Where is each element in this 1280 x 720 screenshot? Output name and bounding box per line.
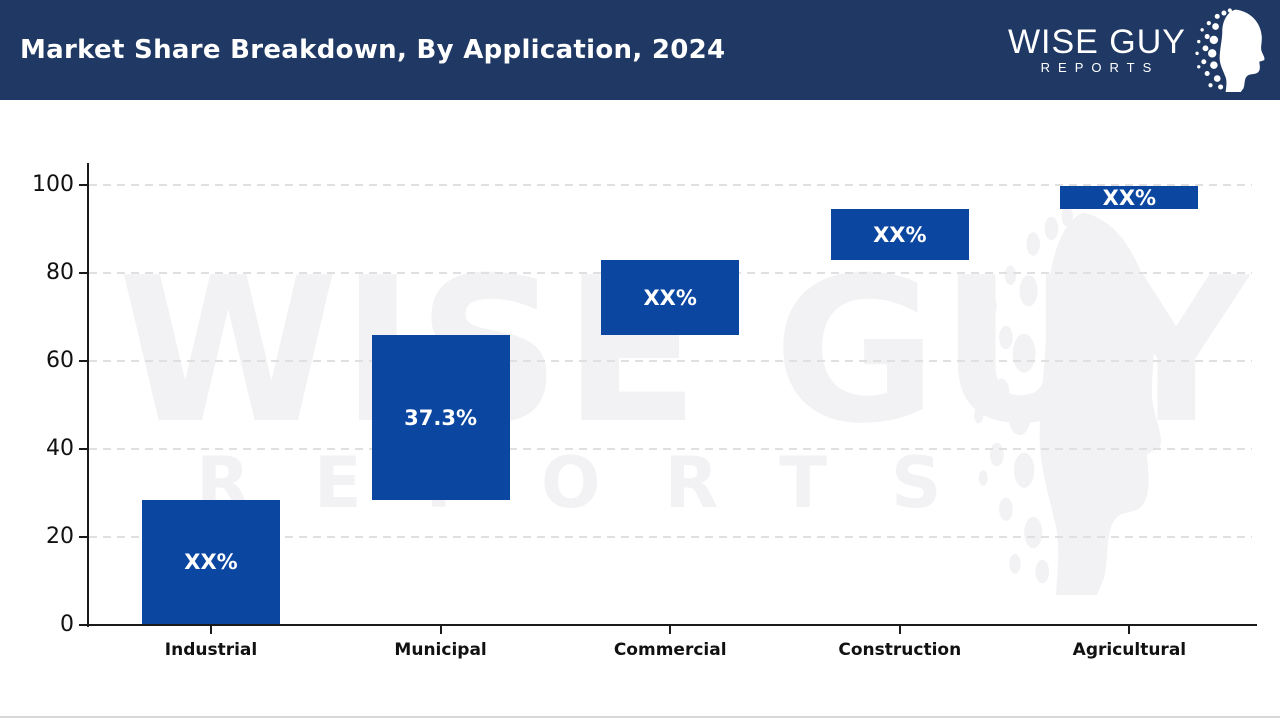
x-axis-tick: [669, 626, 672, 634]
bottom-divider: [0, 716, 1280, 718]
page-title: Market Share Breakdown, By Application, …: [20, 35, 726, 65]
x-axis-tick: [898, 626, 901, 634]
x-axis-tick: [1128, 626, 1131, 634]
x-category-label: Commercial: [613, 640, 727, 660]
watermark-subtitle: REPORTS: [196, 442, 1006, 524]
y-gridline: [89, 360, 1252, 362]
header: Market Share Breakdown, By Application, …: [0, 0, 1280, 100]
bar-municipal: [371, 335, 510, 500]
y-tick-label: 80: [46, 260, 74, 285]
x-axis-line: [87, 624, 1257, 626]
bar-construction: [830, 209, 969, 261]
logo-name: WISE GUY: [1007, 22, 1186, 61]
logo-subtitle: REPORTS: [1040, 60, 1160, 76]
x-axis-tick: [210, 626, 212, 634]
bar-value-label: XX%: [873, 222, 927, 247]
y-axis-tick: [79, 272, 88, 274]
bar-value-label: XX%: [643, 285, 697, 310]
y-tick-label: 20: [46, 524, 74, 549]
bar-value-label: XX%: [184, 550, 238, 575]
y-axis-tick: [79, 624, 88, 626]
x-category-label: Agricultural: [1072, 640, 1187, 660]
bar-agricultural: [1060, 185, 1199, 210]
y-axis-line: [87, 163, 89, 627]
y-axis-tick: [79, 448, 88, 450]
x-category-label: Industrial: [164, 640, 258, 660]
x-category-label: Municipal: [394, 640, 487, 660]
y-axis-tick: [79, 536, 88, 538]
brand-logo: WISE GUY REPORTS: [1008, 8, 1280, 92]
bar-commercial: [601, 260, 740, 336]
bar-value-label: 37.3%: [404, 405, 478, 430]
y-tick-label: 100: [32, 172, 74, 197]
y-tick-label: 60: [46, 348, 74, 373]
y-axis-tick: [79, 184, 88, 186]
y-tick-label: 0: [60, 612, 74, 637]
y-tick-label: 40: [46, 436, 74, 461]
y-gridline: [89, 184, 1252, 186]
x-category-label: Construction: [838, 640, 962, 660]
bar-industrial: [142, 499, 280, 625]
x-axis-tick: [439, 626, 442, 634]
y-axis-tick: [79, 360, 88, 362]
y-gridline: [89, 536, 1252, 538]
logo-wordmark: WISE GUY REPORTS: [1007, 22, 1186, 76]
bar-value-label: XX%: [1102, 185, 1157, 210]
y-gridline: [89, 448, 1252, 450]
